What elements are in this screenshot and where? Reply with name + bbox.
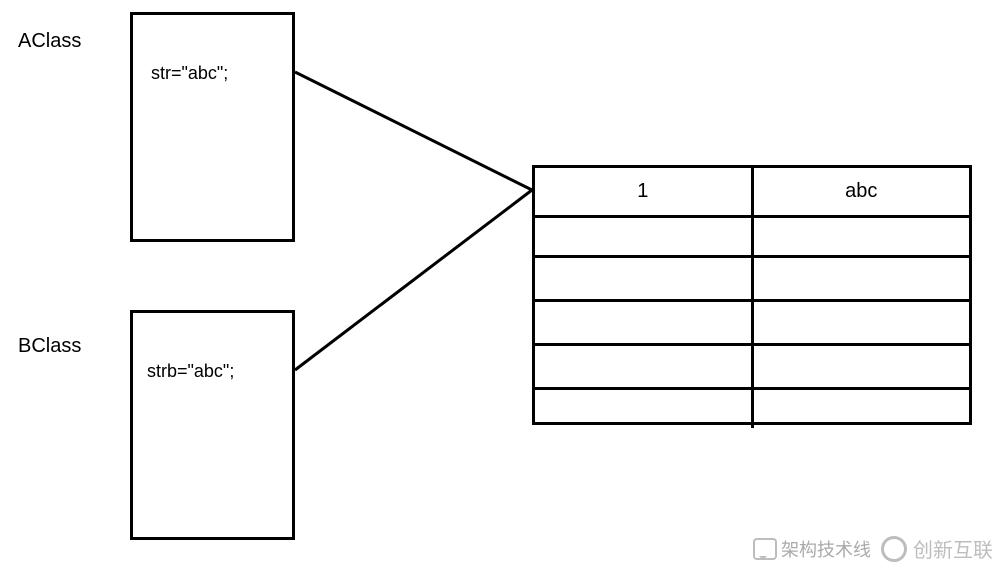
table-cell (754, 258, 970, 299)
watermark: 架构技术线 创新互联 (753, 534, 993, 563)
table-row: 1 abc (535, 168, 969, 218)
table-row (535, 258, 969, 302)
line-a-to-table (295, 72, 532, 190)
table-cell (754, 390, 970, 428)
aclass-label: AClass (18, 30, 81, 53)
table-cell (754, 346, 970, 387)
table-cell (535, 218, 754, 255)
table-cell (535, 258, 754, 299)
string-pool-table: 1 abc (532, 165, 972, 425)
box-aclass: str="abc"; (130, 12, 295, 242)
line-b-to-table (295, 190, 532, 370)
table-cell (754, 218, 970, 255)
box-bclass: strb="abc"; (130, 310, 295, 540)
brand-icon (881, 536, 907, 562)
bclass-label-text: BClass (18, 335, 81, 357)
box-bclass-code: strb="abc"; (147, 361, 234, 382)
table-cell (754, 302, 970, 343)
chat-icon (753, 538, 777, 560)
table-row (535, 218, 969, 258)
table-cell-index: 1 (535, 168, 754, 215)
watermark-brand-text: 创新互联 (913, 534, 993, 563)
watermark-chat: 架构技术线 (753, 536, 871, 562)
table-row (535, 302, 969, 346)
diagram-canvas: AClass BClass str="abc"; strb="abc"; 1 a… (0, 0, 1003, 573)
watermark-brand: 创新互联 (881, 534, 993, 563)
box-aclass-code: str="abc"; (151, 63, 228, 84)
table-row (535, 346, 969, 390)
table-cell-value: abc (754, 168, 970, 215)
table-cell (535, 302, 754, 343)
watermark-chat-text: 架构技术线 (781, 536, 871, 562)
aclass-label-text: AClass (18, 30, 81, 52)
table-cell (535, 390, 754, 428)
bclass-label: BClass (18, 335, 81, 358)
table-cell (535, 346, 754, 387)
table-row (535, 390, 969, 428)
